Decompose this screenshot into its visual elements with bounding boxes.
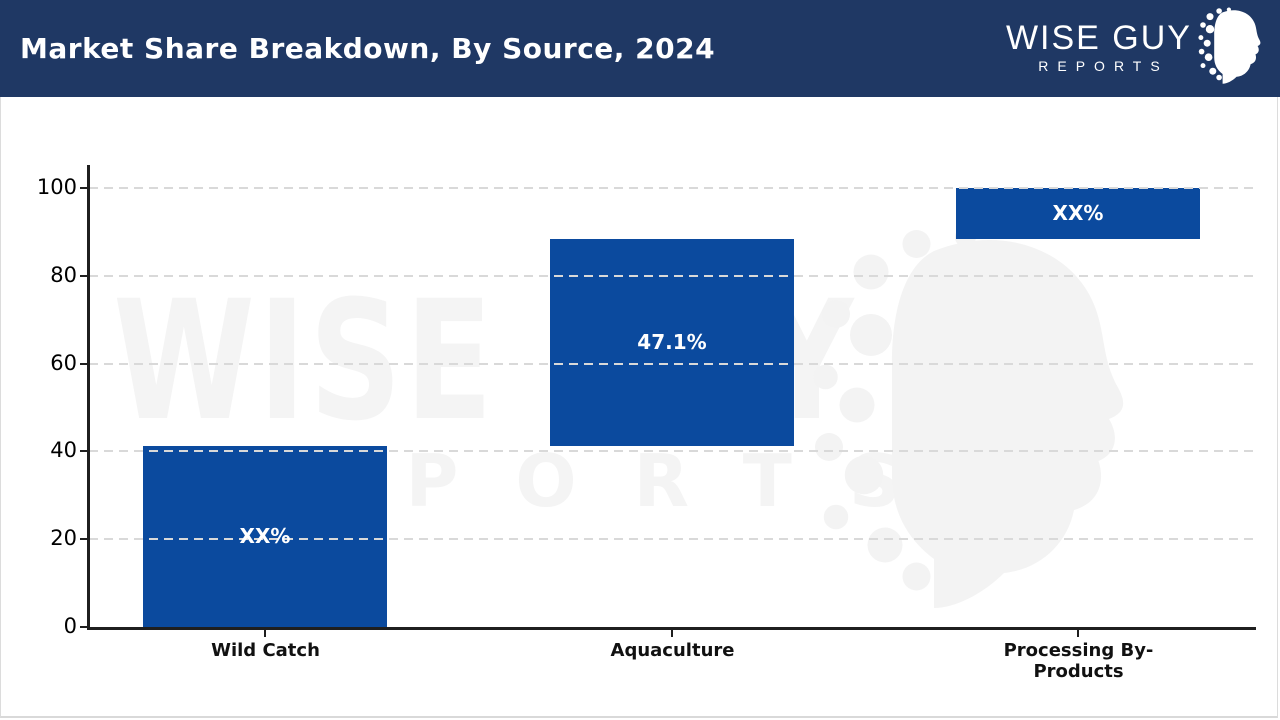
plot: XX% 47.1% XX% 0 20 40 60 80 100 Wild Catch Aquacul…: [1, 97, 1277, 716]
y-tick-label: 0: [63, 614, 77, 638]
logo-text: WISE GUY REPORTS: [1006, 19, 1192, 74]
grid-line: [89, 187, 1256, 189]
logo-head-icon: [1198, 7, 1261, 84]
bar: [956, 188, 1200, 240]
x-axis-tick: [671, 630, 673, 637]
y-tick-label: 40: [50, 438, 77, 463]
x-axis-tick: [1077, 630, 1079, 637]
grid-line: [89, 274, 1256, 277]
bar: [550, 239, 794, 447]
logo-wordmark: WISE GUY: [1005, 18, 1192, 57]
bar-value-label: 47.1%: [637, 329, 707, 354]
chart-area: WISE GUY REPORTS XX% 47.1% XX% 0 20 40 60 80 100…: [0, 97, 1278, 718]
y-tick-label: 100: [36, 175, 77, 199]
y-axis-tick: [80, 187, 88, 189]
grid-line: [89, 538, 1256, 541]
y-axis-line: [87, 165, 90, 630]
header: Market Share Breakdown, By Source, 2024 …: [0, 0, 1280, 97]
chart-title: Market Share Breakdown, By Source, 2024: [20, 32, 716, 65]
y-tick-label: 60: [50, 350, 77, 375]
x-axis-tick: [264, 630, 266, 637]
x-tick-label: Wild Catch: [211, 640, 320, 661]
bar-value-label: XX%: [239, 523, 291, 548]
x-tick-label: Aquaculture: [610, 640, 735, 661]
bar: [143, 446, 387, 627]
bar-value-label: XX%: [1052, 200, 1104, 225]
x-axis-line: [87, 627, 1256, 630]
y-axis-tick: [80, 626, 88, 628]
x-tick-label: Processing By-Products: [1003, 640, 1154, 682]
logo-subtitle: REPORTS: [1038, 57, 1169, 74]
y-axis-tick: [80, 274, 88, 277]
grid-line: [89, 362, 1256, 365]
y-axis-tick: [80, 450, 88, 453]
wise-guy-logo: WISE GUY REPORTS: [1006, 6, 1266, 86]
y-axis-tick: [80, 362, 88, 365]
y-tick-label: 80: [50, 262, 77, 287]
grid-line: [89, 450, 1256, 453]
watermark-head-icon: [813, 226, 1124, 608]
y-axis-tick: [80, 538, 88, 541]
y-tick-label: 20: [50, 526, 77, 551]
